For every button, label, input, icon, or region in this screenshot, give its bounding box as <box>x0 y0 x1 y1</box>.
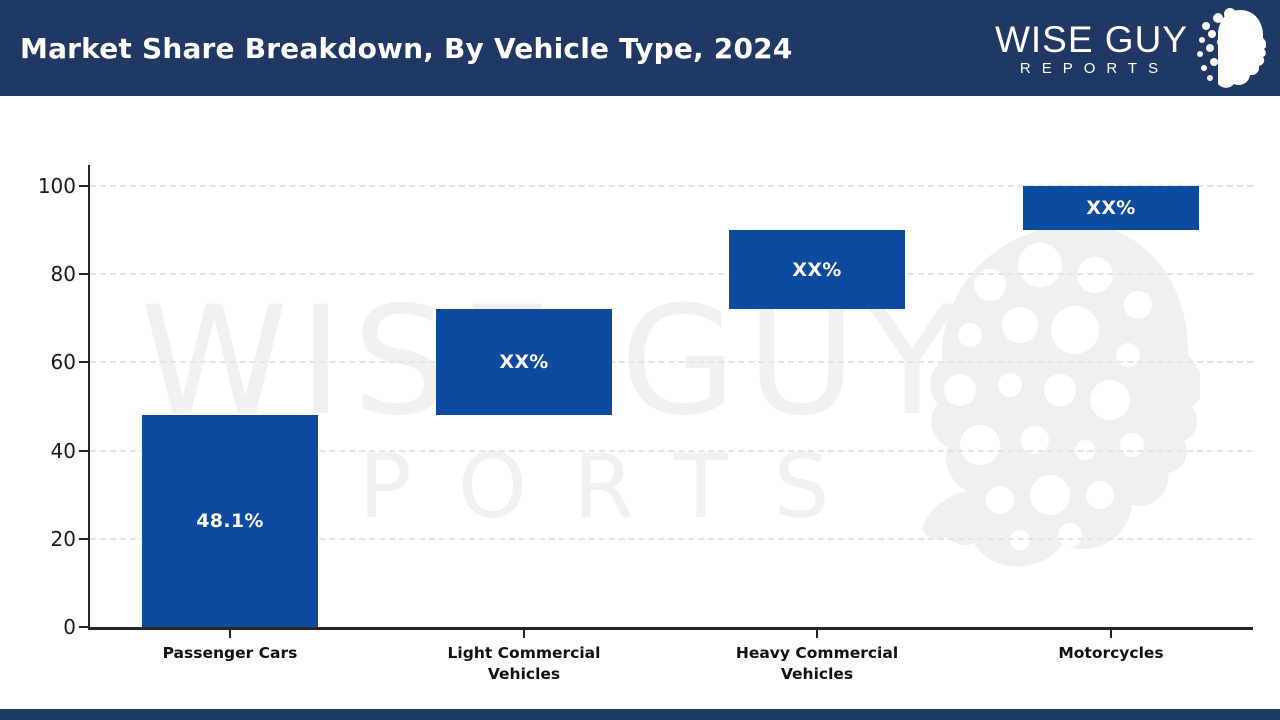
y-axis-tick-label: 20 <box>50 526 76 551</box>
x-axis-line <box>88 627 1253 630</box>
x-axis-category-label: Motorcycles <box>1058 644 1164 662</box>
x-axis-tickmark <box>816 630 818 638</box>
x-axis-category-label: Heavy Commercial Vehicles <box>735 644 899 683</box>
y-axis-line <box>88 165 90 630</box>
y-axis-tickmark <box>79 361 88 364</box>
y-axis-tickmark <box>79 537 88 540</box>
y-axis-tickmark <box>79 185 88 187</box>
y-axis-tickmark <box>79 626 88 628</box>
y-axis-tick-label: 100 <box>37 174 76 198</box>
page-title: Market Share Breakdown, By Vehicle Type,… <box>20 31 793 65</box>
bar-heavy-commercial-vehicles: XX% <box>729 230 905 310</box>
header-bar: Market Share Breakdown, By Vehicle Type,… <box>0 0 1280 96</box>
brand-subname: REPORTS <box>1019 59 1170 77</box>
chart-plot-area: 0 20 40 60 80 100 48.1% XX% XX% XX% Passenger Cars… <box>0 96 1280 709</box>
bar-value-label: XX% <box>792 258 842 281</box>
x-axis-category-label: Light Commercial Vehicles <box>447 644 601 683</box>
brand-logo-text: WISE GUY REPORTS <box>995 21 1188 76</box>
gridline-y60 <box>90 361 1253 364</box>
brand-head-icon <box>1197 8 1266 88</box>
bar-light-commercial-vehicles: XX% <box>436 309 612 415</box>
y-axis-tick-label: 80 <box>50 262 76 287</box>
bar-motorcycles: XX% <box>1023 186 1199 231</box>
x-axis-tickmark <box>523 630 525 638</box>
y-axis-tickmark <box>79 449 88 452</box>
x-axis-category-label: Passenger Cars <box>162 644 298 662</box>
x-axis-tickmark <box>229 630 231 638</box>
bar-value-label: 48.1% <box>196 509 264 532</box>
bar-value-label: XX% <box>499 350 549 373</box>
bar-value-label: XX% <box>1086 197 1136 220</box>
gridline-y40 <box>90 449 1253 452</box>
x-axis-tickmark <box>1110 630 1112 638</box>
footer-bar <box>0 709 1280 720</box>
brand-logo: WISE GUY REPORTS <box>995 6 1280 90</box>
gridline-y100 <box>90 185 1253 187</box>
bar-passenger-cars: 48.1% <box>142 414 318 627</box>
y-axis-tick-label: 60 <box>50 350 76 375</box>
y-axis-tick-label: 0 <box>63 615 76 639</box>
brand-name: WISE GUY <box>994 18 1188 60</box>
y-axis-tickmark <box>79 273 88 276</box>
y-axis-tick-label: 40 <box>50 438 76 463</box>
gridline-y20 <box>90 537 1253 540</box>
gridline-y80 <box>90 273 1253 276</box>
